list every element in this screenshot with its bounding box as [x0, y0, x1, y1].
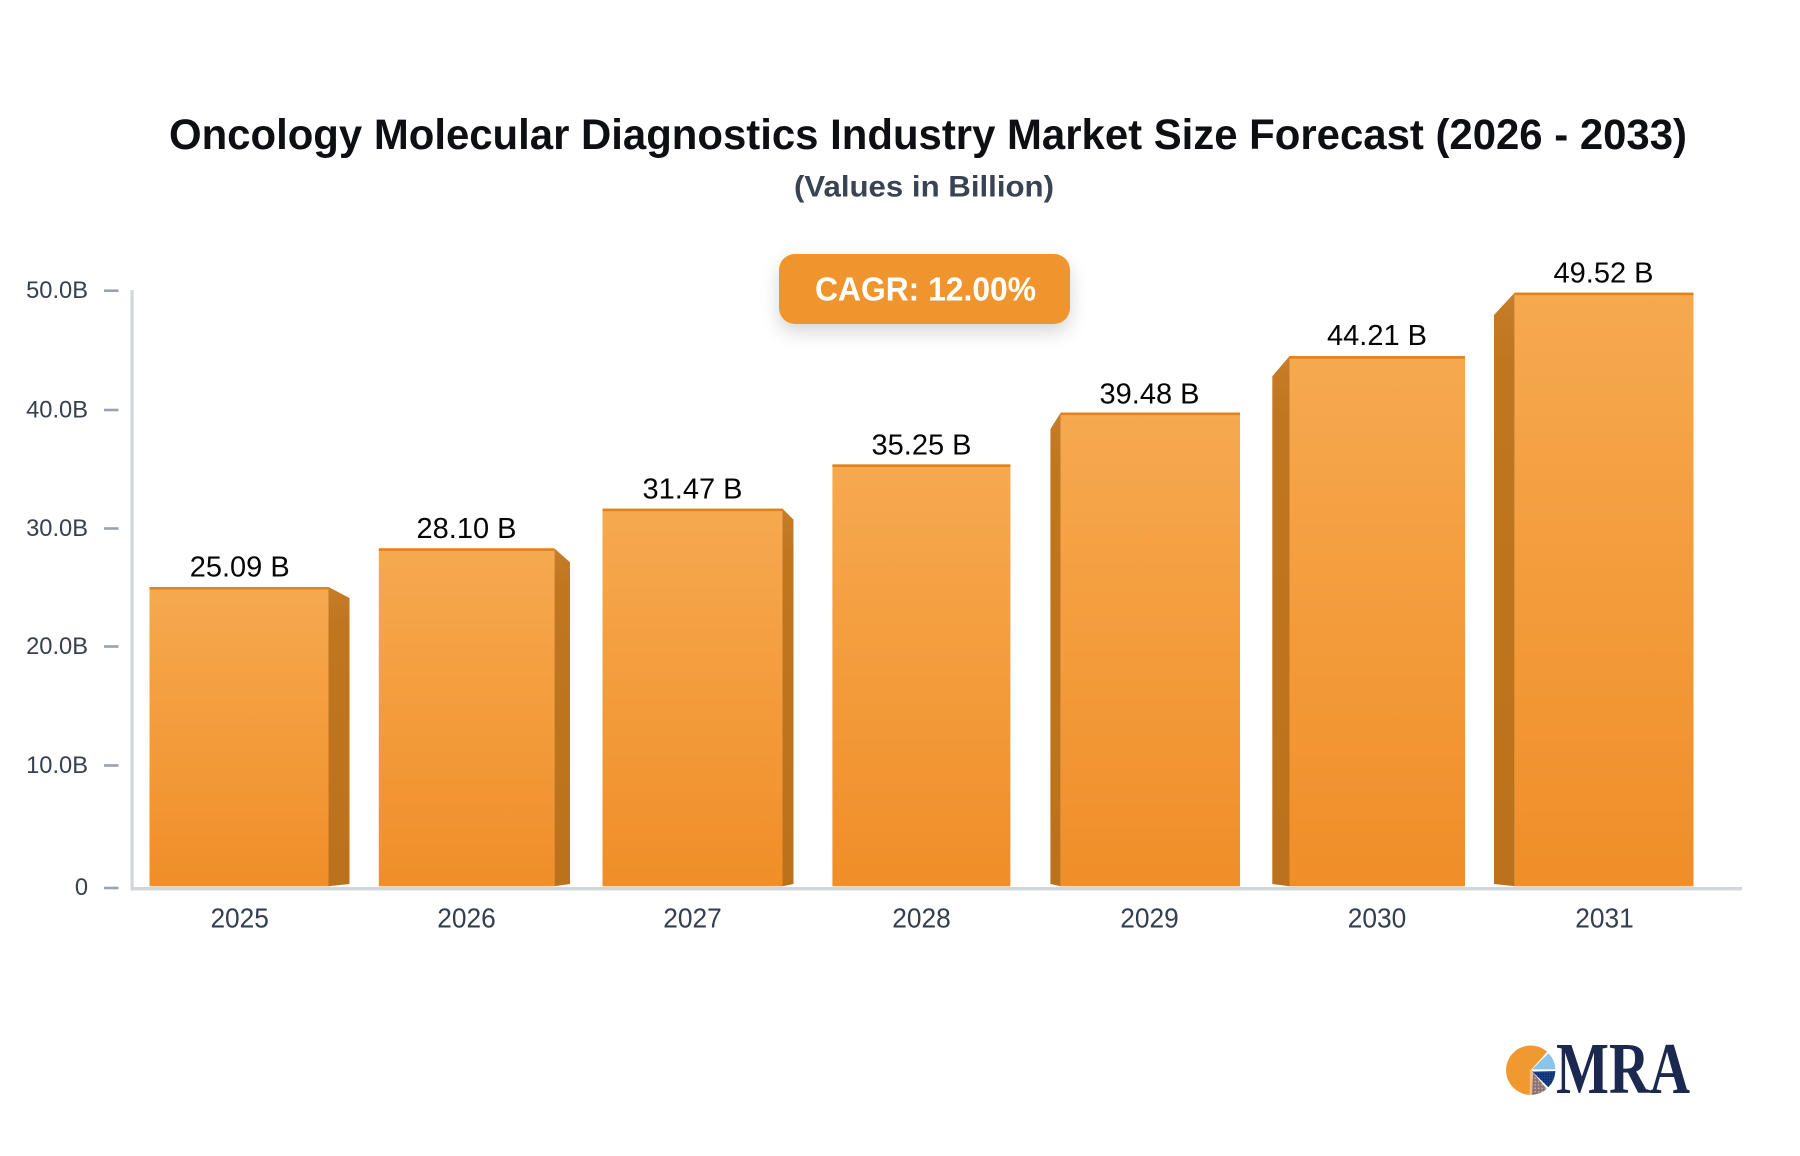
svg-text:44.21 B: 44.21 B — [1327, 320, 1427, 352]
svg-text:30.0B: 30.0B — [26, 516, 88, 542]
svg-text:0: 0 — [75, 875, 88, 901]
svg-text:2025: 2025 — [210, 903, 269, 934]
svg-text:50.0B: 50.0B — [26, 278, 88, 304]
svg-text:40.0B: 40.0B — [26, 398, 88, 424]
svg-text:20.0B: 20.0B — [26, 634, 88, 660]
svg-text:49.52 B: 49.52 B — [1554, 257, 1654, 289]
svg-text:Oncology Molecular Diagnostics: Oncology Molecular Diagnostics Industry … — [169, 112, 1687, 159]
svg-text:2028: 2028 — [892, 903, 951, 934]
svg-text:10.0B: 10.0B — [26, 753, 88, 779]
svg-text:CAGR: 12.00%: CAGR: 12.00% — [815, 271, 1036, 308]
svg-text:2030: 2030 — [1348, 903, 1407, 934]
svg-text:2027: 2027 — [663, 903, 722, 934]
svg-text:2026: 2026 — [437, 903, 496, 934]
svg-text:MRA: MRA — [1556, 1028, 1690, 1109]
svg-text:31.47 B: 31.47 B — [643, 473, 743, 505]
svg-text:2031: 2031 — [1575, 903, 1634, 934]
svg-text:2029: 2029 — [1120, 903, 1179, 934]
svg-text:(Values in Billion): (Values in Billion) — [794, 171, 1054, 204]
svg-text:25.09 B: 25.09 B — [190, 552, 290, 584]
svg-text:28.10 B: 28.10 B — [417, 513, 517, 545]
svg-text:39.48 B: 39.48 B — [1100, 379, 1200, 411]
svg-text:35.25 B: 35.25 B — [872, 430, 972, 462]
